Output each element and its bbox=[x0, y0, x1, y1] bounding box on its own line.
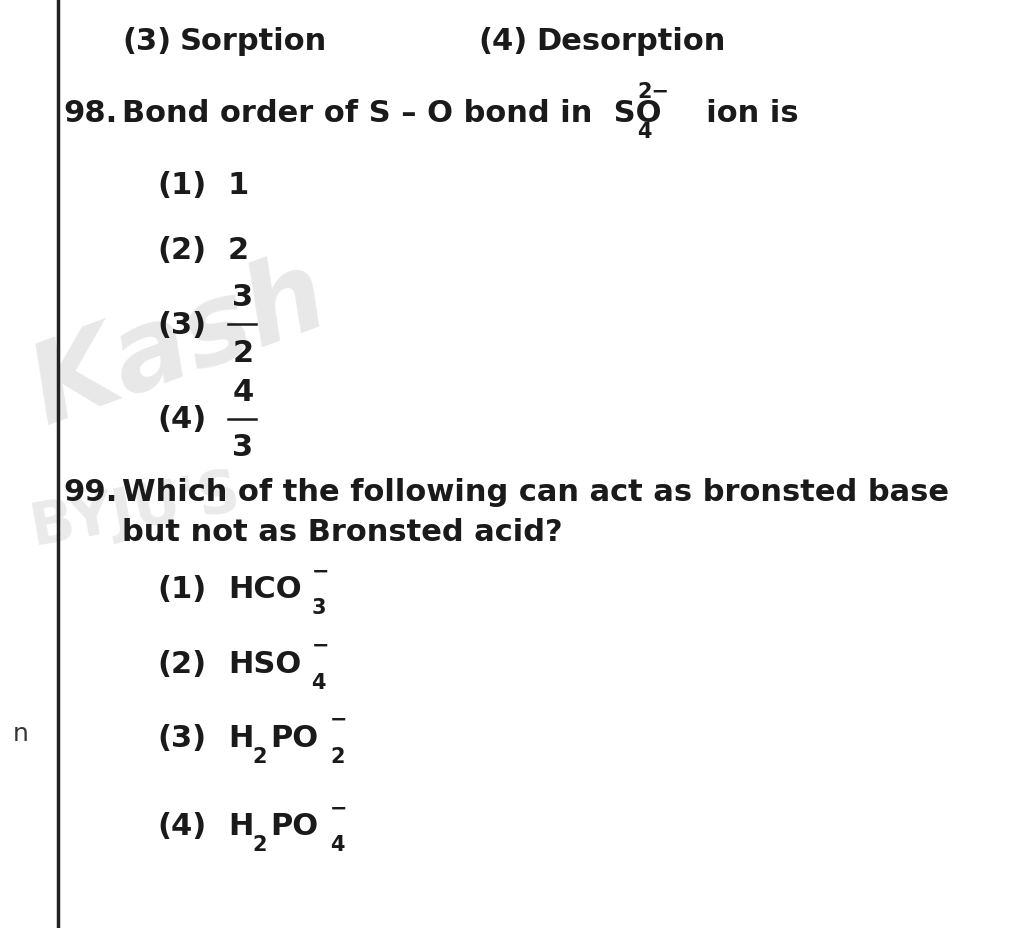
Text: Kash: Kash bbox=[17, 240, 342, 446]
Text: 1: 1 bbox=[228, 171, 249, 200]
Text: but not as Bronsted acid?: but not as Bronsted acid? bbox=[122, 517, 563, 547]
Text: 3: 3 bbox=[232, 282, 253, 312]
Text: (3): (3) bbox=[158, 310, 207, 340]
Text: 4: 4 bbox=[330, 834, 344, 855]
Text: 99.: 99. bbox=[63, 477, 118, 507]
Text: Desorption: Desorption bbox=[536, 27, 725, 57]
Text: Which of the following can act as bronsted base: Which of the following can act as bronst… bbox=[122, 477, 949, 507]
Text: 3: 3 bbox=[311, 598, 326, 618]
Text: (4): (4) bbox=[158, 405, 207, 434]
Text: PO: PO bbox=[270, 723, 318, 753]
Text: (4): (4) bbox=[478, 27, 528, 57]
Text: −: − bbox=[311, 635, 329, 655]
Text: Sorption: Sorption bbox=[179, 27, 327, 57]
Text: 4: 4 bbox=[232, 377, 254, 406]
Text: 4: 4 bbox=[311, 672, 326, 692]
Text: (4): (4) bbox=[158, 811, 207, 841]
Text: 2: 2 bbox=[232, 338, 253, 367]
Text: 2: 2 bbox=[253, 746, 267, 767]
Text: (2): (2) bbox=[158, 236, 207, 265]
Text: 2−: 2− bbox=[637, 82, 669, 102]
Text: H: H bbox=[228, 811, 253, 841]
Text: (3): (3) bbox=[158, 723, 207, 753]
Text: BYJU'S: BYJU'S bbox=[26, 464, 245, 557]
Text: 3: 3 bbox=[232, 432, 253, 462]
Text: HSO: HSO bbox=[228, 649, 301, 678]
Text: 2: 2 bbox=[228, 236, 249, 265]
Text: (2): (2) bbox=[158, 649, 207, 678]
Text: 2: 2 bbox=[330, 746, 344, 767]
Text: −: − bbox=[330, 709, 347, 729]
Text: (1): (1) bbox=[158, 574, 207, 604]
Text: −: − bbox=[330, 797, 347, 818]
Text: 2: 2 bbox=[253, 834, 267, 855]
Text: Bond order of S – O bond in  SO: Bond order of S – O bond in SO bbox=[122, 98, 662, 128]
Text: H: H bbox=[228, 723, 253, 753]
Text: (1): (1) bbox=[158, 171, 207, 200]
Text: −: − bbox=[311, 561, 329, 581]
Text: 4: 4 bbox=[637, 122, 651, 142]
Text: 98.: 98. bbox=[63, 98, 118, 128]
Text: HCO: HCO bbox=[228, 574, 301, 604]
Text: (3): (3) bbox=[122, 27, 171, 57]
Text: PO: PO bbox=[270, 811, 318, 841]
Text: n: n bbox=[12, 721, 29, 745]
Text: ion is: ion is bbox=[685, 98, 799, 128]
